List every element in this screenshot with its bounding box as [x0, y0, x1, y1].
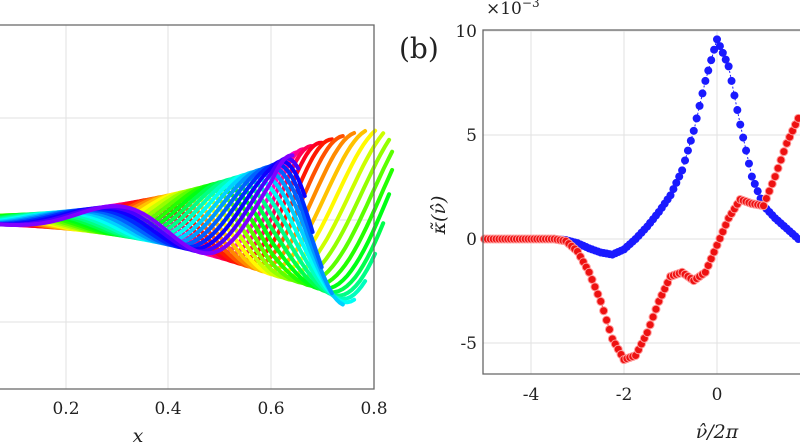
- data-point-blue: [750, 179, 759, 188]
- data-point-red: [793, 113, 800, 123]
- data-point-red: [599, 306, 609, 316]
- data-point-blue: [675, 172, 684, 181]
- data-point-blue: [695, 101, 704, 110]
- y-tick-label: 0: [466, 230, 477, 250]
- data-point-blue: [721, 55, 730, 64]
- data-point-blue: [742, 146, 751, 155]
- series-line-blue: [484, 37, 799, 256]
- y-tick-label: 10: [455, 22, 477, 42]
- y-axis-label-b: κ̃(ν̂): [428, 196, 450, 236]
- data-point-blue: [692, 114, 701, 123]
- data-point-blue: [698, 89, 707, 98]
- data-point-blue: [683, 146, 692, 155]
- x-tick-label: 0.4: [154, 399, 181, 419]
- x-tick-label: -2: [616, 385, 633, 405]
- series-b: [480, 35, 800, 365]
- y-multiplier-exponent: −3: [522, 0, 540, 10]
- data-point-red: [648, 312, 658, 322]
- x-tick-label: 0.6: [257, 399, 284, 419]
- data-point-blue: [678, 166, 687, 175]
- data-point-blue: [727, 76, 736, 85]
- filaments: [0, 128, 395, 307]
- ticks-b: -4 -2 0 10 5 0 -5: [455, 22, 722, 405]
- data-point-red: [773, 163, 783, 173]
- data-point-blue: [672, 178, 681, 187]
- data-point-red: [596, 296, 606, 306]
- data-point-red: [651, 304, 661, 314]
- data-point-blue: [744, 159, 753, 168]
- data-point-blue: [681, 156, 690, 165]
- data-point-blue: [710, 45, 719, 54]
- x-axis-label-a: x: [133, 425, 144, 445]
- data-point-blue: [715, 42, 724, 51]
- panel-b: (b) ×10−3 -4 -2 0 10 5 0 -5 κ̃(ν̂) ν̂/2π: [399, 0, 800, 443]
- x-tick-label: 0.2: [52, 399, 79, 419]
- data-point-red: [642, 328, 652, 338]
- axes-frame-a: [0, 24, 375, 390]
- data-point-blue: [707, 56, 716, 65]
- data-point-red: [776, 155, 786, 165]
- data-point-blue: [689, 126, 698, 135]
- filament-curve: [0, 153, 295, 256]
- data-point-red: [645, 320, 655, 330]
- data-point-blue: [733, 106, 742, 115]
- data-point-blue: [686, 136, 695, 145]
- data-point-red: [604, 324, 614, 334]
- x-tick-label: 0: [712, 385, 723, 405]
- data-point-blue: [747, 172, 756, 181]
- data-point-blue: [666, 191, 675, 200]
- y-tick-label: 5: [466, 126, 477, 146]
- data-point-red: [779, 147, 789, 157]
- data-point-blue: [669, 185, 678, 194]
- data-point-blue: [794, 235, 800, 243]
- data-point-blue: [718, 48, 727, 57]
- data-point-blue: [730, 91, 739, 100]
- x-axis-label-b: ν̂/2π: [696, 421, 739, 443]
- panel-label-b: (b): [399, 32, 439, 65]
- data-point-blue: [713, 35, 721, 44]
- y-multiplier: ×10−3: [486, 0, 540, 19]
- axes-frame-b: [482, 29, 800, 375]
- y-tick-label: -5: [460, 334, 477, 354]
- data-point-blue: [736, 120, 745, 129]
- x-tick-label: -4: [523, 385, 540, 405]
- data-point-blue: [701, 76, 710, 85]
- data-point-blue: [739, 133, 748, 142]
- y-multiplier-base: ×10: [486, 0, 522, 19]
- data-point-red: [602, 315, 612, 325]
- data-point-blue: [704, 66, 713, 75]
- data-point-red: [770, 172, 780, 182]
- panel-a: 0.2 0.4 0.6 0.8 x: [0, 24, 395, 445]
- x-tick-label: 0.8: [360, 399, 387, 419]
- data-point-blue: [753, 187, 762, 196]
- data-point-blue: [724, 62, 733, 71]
